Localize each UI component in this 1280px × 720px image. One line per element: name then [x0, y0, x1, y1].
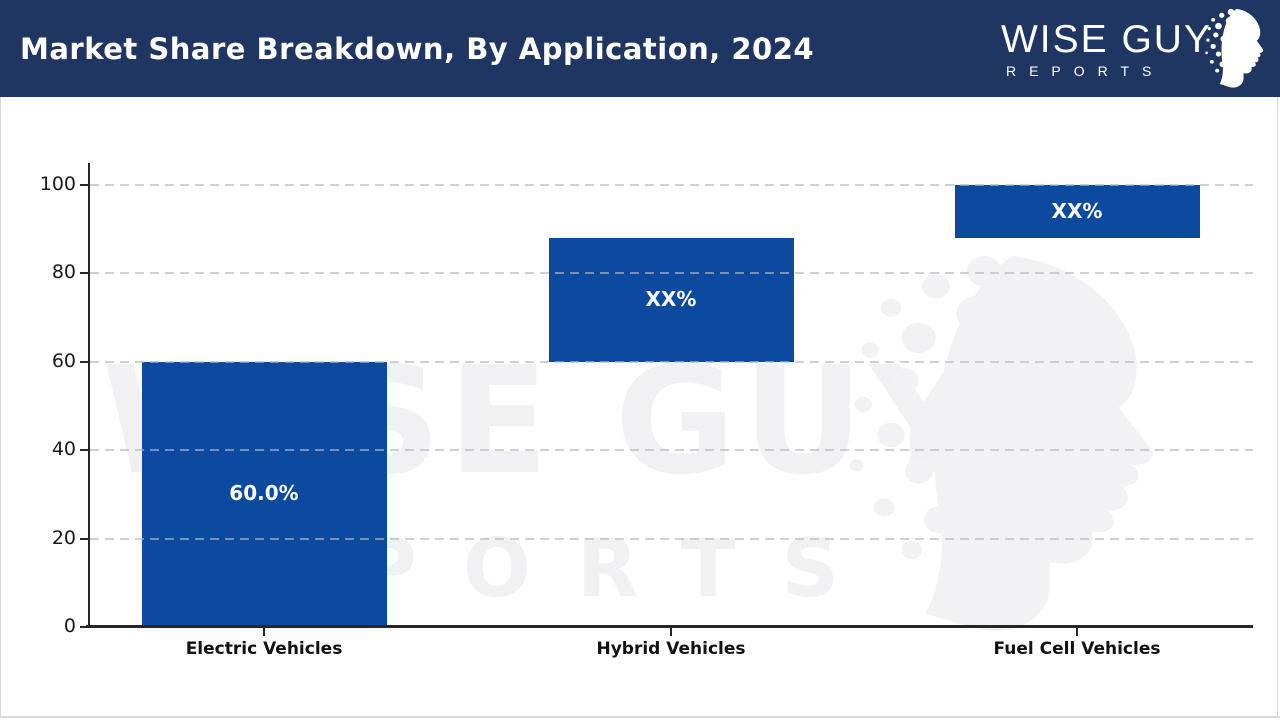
y-axis-line: [88, 163, 90, 628]
y-tick-mark: [80, 449, 88, 452]
chart-area: WISE GUY REPORTS 0 20 40 60 80 100 60.0% Electr…: [0, 97, 1280, 720]
frame-border-right: [1277, 97, 1278, 717]
logo-text: WISE GUY REPORTS: [1001, 20, 1212, 79]
logo-brand-name: WISE GUY: [1000, 17, 1212, 61]
bar-value-label: XX%: [645, 286, 697, 311]
y-tick-mark: [80, 360, 88, 363]
gridline-y-60: [90, 360, 1253, 363]
watermark-head-icon: [822, 247, 1167, 647]
x-tick-mark: [263, 628, 265, 636]
page-title: Market Share Breakdown, By Application, …: [20, 31, 815, 66]
bar-value-label: 60.0%: [229, 481, 299, 506]
bar-2: [548, 238, 794, 362]
bar-3: [954, 185, 1200, 239]
y-tick-mark: [80, 626, 88, 628]
bar-value-label: XX%: [1051, 198, 1103, 223]
y-tick-mark: [80, 184, 88, 186]
bar-1: [141, 361, 387, 627]
y-tick-label: 100: [39, 173, 76, 195]
gridline-y-100: [90, 184, 1253, 186]
y-tick-mark: [80, 272, 88, 275]
x-tick-label: Hybrid Vehicles: [596, 639, 746, 659]
y-tick-label: 0: [63, 615, 76, 637]
logo-head-icon: [1200, 7, 1266, 91]
y-tick-label: 40: [51, 438, 76, 461]
wise-guy-logo: WISE GUY REPORTS: [1001, 6, 1266, 92]
y-tick-label: 80: [51, 261, 76, 284]
header-bar: Market Share Breakdown, By Application, …: [0, 0, 1280, 97]
x-tick-mark: [1076, 628, 1078, 636]
x-tick-mark: [670, 628, 672, 636]
frame-border-bottom: [0, 716, 1280, 718]
logo-brand-subtitle: REPORTS: [1005, 62, 1165, 79]
frame-border-left: [0, 97, 1, 717]
y-tick-mark: [80, 537, 88, 540]
gridline-y-80: [90, 272, 1253, 275]
x-axis-line: [86, 625, 1253, 628]
y-tick-label: 20: [51, 526, 76, 549]
gridline-y-40: [90, 449, 1253, 452]
gridline-y-20: [90, 537, 1253, 540]
x-tick-label: Electric Vehicles: [185, 639, 343, 659]
y-tick-label: 60: [51, 349, 76, 372]
x-tick-label: Fuel Cell Vehicles: [993, 639, 1161, 659]
